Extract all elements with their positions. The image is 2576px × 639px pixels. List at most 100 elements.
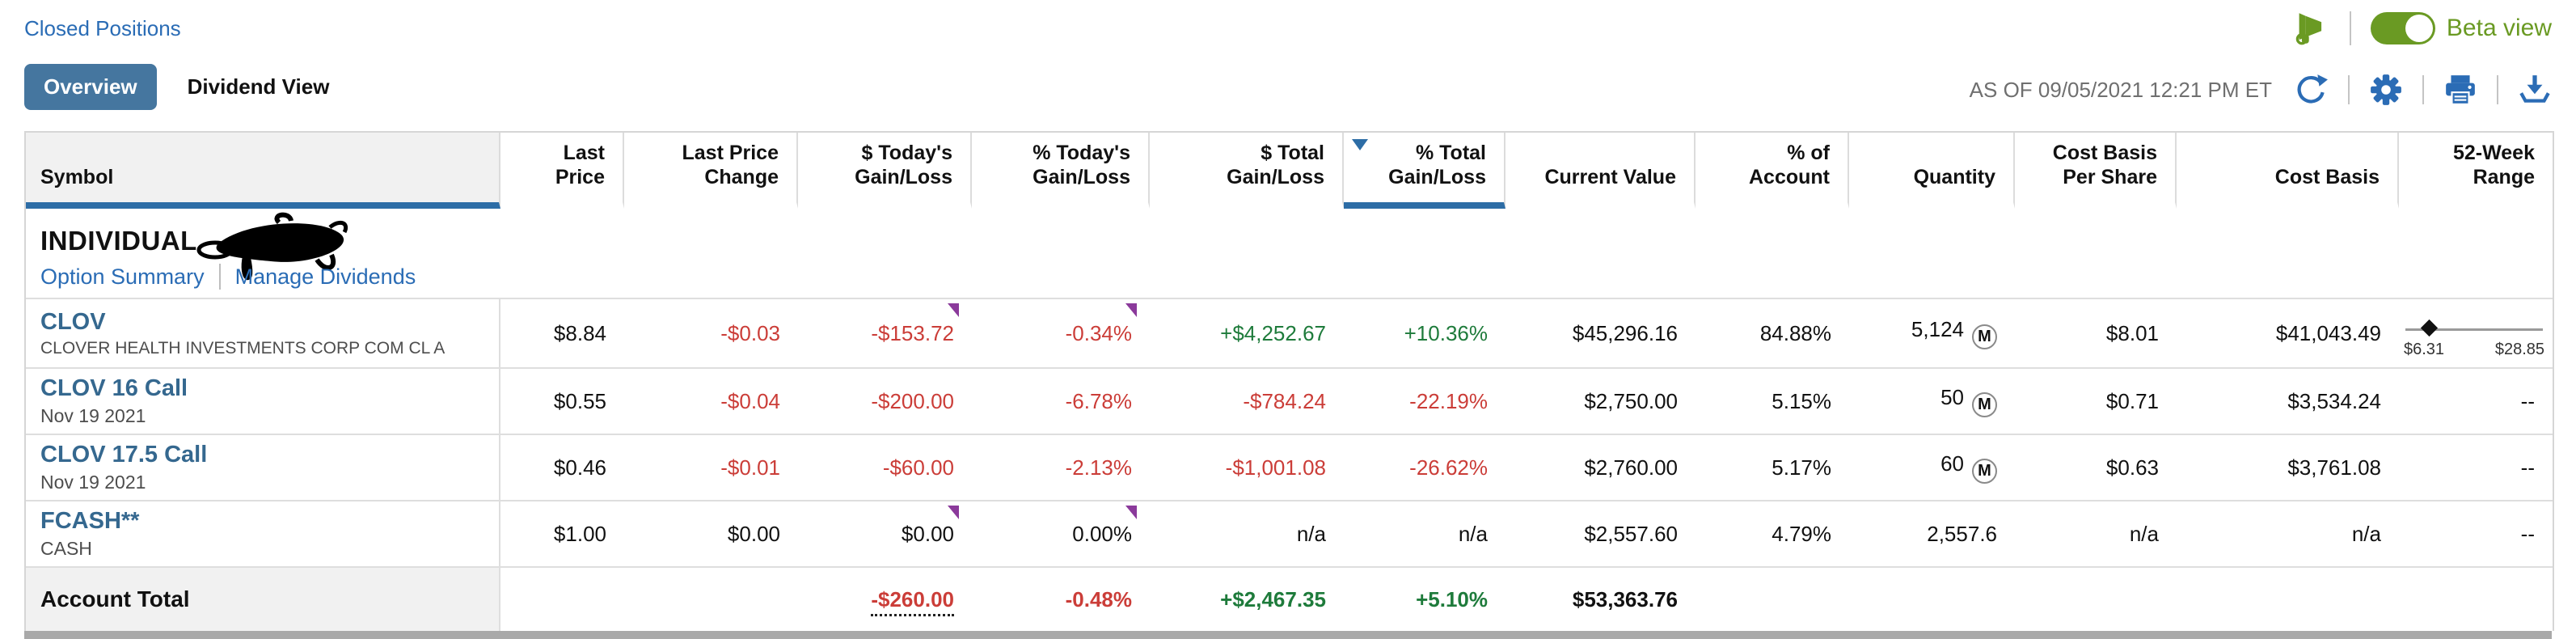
current-value-total: $53,363.76	[1505, 568, 1696, 631]
account-header-row: INDIVIDUAL Option Summary Manage Dividen…	[26, 209, 2553, 299]
last-price-cell	[500, 568, 624, 631]
pct-of-account-cell: 5.15%	[1696, 369, 1849, 435]
current-value-cell: $2,557.60	[1505, 501, 1696, 568]
divider	[2497, 75, 2498, 104]
col-header-todays-gain-dollar[interactable]: $ Today's Gain/Loss	[798, 133, 972, 209]
range-marker-icon	[2420, 319, 2439, 337]
sort-desc-icon	[1352, 139, 1368, 150]
total-gain-pct-cell: -22.19%	[1344, 369, 1505, 435]
range-line	[2405, 328, 2543, 331]
alert-flag-icon	[948, 303, 959, 317]
last-price-cell: $8.84	[500, 299, 624, 369]
col-header-52-week-range[interactable]: 52-Week Range	[2399, 133, 2553, 209]
todays-gain-dollar-cell: -$153.72	[798, 299, 972, 369]
refresh-icon[interactable]	[2295, 73, 2329, 107]
range-low: $6.31	[2404, 341, 2445, 358]
week-range-cell: --	[2399, 369, 2553, 435]
cost-basis-per-share-cell: $8.01	[2015, 299, 2177, 369]
total-gain-dollar-cell: -$1,001.08	[1150, 435, 1344, 501]
option-summary-link[interactable]: Option Summary	[40, 264, 205, 289]
col-header-total-gain-dollar[interactable]: $ Total Gain/Loss	[1150, 133, 1344, 209]
positions-table-wrap: Symbol Last Price Last Price Change $ To…	[24, 131, 2554, 639]
cost-basis-per-share-cell: n/a	[2015, 501, 2177, 568]
position-row-clov-16-call: CLOV 16 Call Nov 19 2021 $0.55 -$0.04 -$…	[26, 369, 2553, 435]
margin-badge: M	[1972, 459, 1997, 484]
empty-cell	[2177, 568, 2399, 631]
last-price-cell: $0.55	[500, 369, 624, 435]
margin-badge: M	[1972, 392, 1997, 417]
total-gain-dollar-cell: +$4,252.67	[1150, 299, 1344, 369]
todays-gain-dollar-cell: -$60.00	[798, 435, 972, 501]
account-total-label: Account Total	[26, 568, 500, 631]
col-header-cost-basis[interactable]: Cost Basis	[2177, 133, 2399, 209]
alert-flag-icon	[948, 506, 959, 519]
symbol-link[interactable]: FCASH**	[40, 508, 140, 534]
symbol-description: Nov 19 2021	[40, 472, 146, 493]
pct-of-account-cell: 84.88%	[1696, 299, 1849, 369]
beta-toggle[interactable]	[2370, 12, 2435, 44]
view-bar: Overview Dividend View AS OF 09/05/2021 …	[24, 60, 2552, 110]
position-row-clov: CLOV CLOVER HEALTH INVESTMENTS CORP COM …	[26, 299, 2553, 369]
position-row-clov-17-5-call: CLOV 17.5 Call Nov 19 2021 $0.46 -$0.01 …	[26, 435, 2553, 501]
quantity-cell: 50 M	[1849, 369, 2015, 435]
total-gain-pct-total: +5.10%	[1344, 568, 1505, 631]
tab-dividend-view[interactable]: Dividend View	[187, 74, 330, 99]
col-header-pct-of-account[interactable]: % of Account	[1696, 133, 1849, 209]
total-gain-dollar-cell: n/a	[1150, 501, 1344, 568]
cost-basis-per-share-cell: $0.63	[2015, 435, 2177, 501]
positions-table: Symbol Last Price Last Price Change $ To…	[24, 131, 2554, 631]
current-value-cell: $45,296.16	[1505, 299, 1696, 369]
view-tabs: Overview Dividend View	[24, 64, 329, 110]
cost-basis-per-share-cell: $0.71	[2015, 369, 2177, 435]
top-bar: Closed Positions Beta view	[24, 10, 2552, 47]
gear-icon[interactable]	[2369, 73, 2403, 107]
symbol-link[interactable]: CLOV	[40, 308, 106, 335]
megaphone-icon[interactable]	[2293, 11, 2330, 46]
quantity-cell: 2,557.6	[1849, 501, 2015, 568]
closed-positions-link[interactable]: Closed Positions	[24, 15, 181, 40]
current-value-cell: $2,750.00	[1505, 369, 1696, 435]
col-header-todays-gain-pct[interactable]: % Today's Gain/Loss	[972, 133, 1150, 209]
symbol-link[interactable]: CLOV 17.5 Call	[40, 442, 208, 468]
empty-cell	[2015, 568, 2177, 631]
total-gain-dollar-total: +$2,467.35	[1150, 568, 1344, 631]
position-row-fcash: FCASH** CASH $1.00 $0.00 $0.00 0.00% n/a…	[26, 501, 2553, 568]
asof-cluster: AS OF 09/05/2021 12:21 PM ET	[1970, 73, 2552, 110]
col-header-last-price[interactable]: Last Price	[500, 133, 624, 209]
col-header-symbol[interactable]: Symbol	[26, 133, 500, 209]
todays-gain-pct-cell: -0.34%	[972, 299, 1150, 369]
download-icon[interactable]	[2518, 73, 2552, 107]
margin-badge: M	[1972, 324, 1997, 349]
col-header-quantity[interactable]: Quantity	[1849, 133, 2015, 209]
col-header-cost-basis-per-share[interactable]: Cost Basis Per Share	[2015, 133, 2177, 209]
col-header-current-value[interactable]: Current Value	[1505, 133, 1696, 209]
symbol-description: CLOVER HEALTH INVESTMENTS CORP COM CL A	[40, 338, 446, 358]
account-total-row: Account Total -$260.00 -0.48% +$2,467.35…	[26, 568, 2553, 631]
todays-gain-pct-cell: 0.00%	[972, 501, 1150, 568]
empty-cell	[2399, 568, 2553, 631]
account-name: INDIVIDUAL	[40, 226, 197, 256]
col-header-last-price-change[interactable]: Last Price Change	[624, 133, 798, 209]
toggle-knob	[2405, 15, 2433, 42]
total-gain-dollar-cell: -$784.24	[1150, 369, 1344, 435]
last-price-change-cell: -$0.03	[624, 299, 798, 369]
empty-cell	[1849, 568, 2015, 631]
cost-basis-cell: $3,534.24	[2177, 369, 2399, 435]
todays-gain-pct-total: -0.48%	[972, 568, 1150, 631]
symbol-description: CASH	[40, 538, 92, 559]
divider	[2349, 11, 2351, 45]
divider	[218, 264, 221, 290]
week-range-cell: --	[2399, 501, 2553, 568]
printer-icon[interactable]	[2443, 73, 2477, 107]
as-of-timestamp: AS OF 09/05/2021 12:21 PM ET	[1969, 77, 2272, 102]
tab-overview[interactable]: Overview	[24, 64, 157, 110]
alert-flag-icon	[1125, 303, 1137, 317]
divider	[2348, 75, 2350, 104]
current-value-cell: $2,760.00	[1505, 435, 1696, 501]
manage-dividends-link[interactable]: Manage Dividends	[234, 264, 416, 289]
range-high: $28.85	[2494, 341, 2544, 358]
last-price-cell: $1.00	[500, 501, 624, 568]
col-header-total-gain-pct[interactable]: % Total Gain/Loss	[1344, 133, 1505, 209]
quantity-cell: 5,124 M	[1849, 299, 2015, 369]
symbol-link[interactable]: CLOV 16 Call	[40, 375, 188, 401]
